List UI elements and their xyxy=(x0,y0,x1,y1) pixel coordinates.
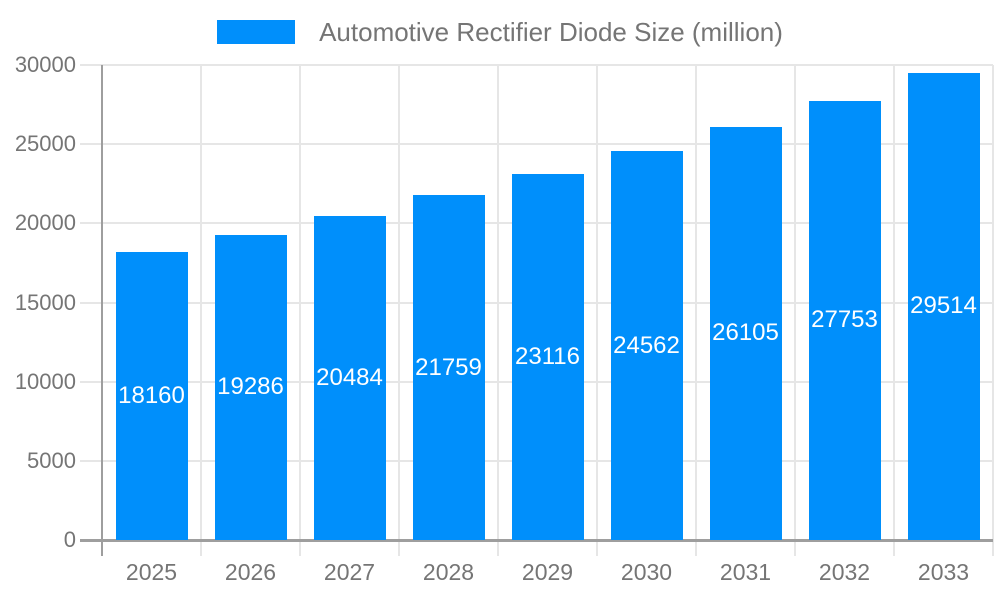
x-tick-label: 2028 xyxy=(422,559,475,585)
x-tick-label: 2029 xyxy=(521,559,574,585)
h-gridline xyxy=(80,64,993,66)
bar-value-label: 18160 xyxy=(118,382,185,410)
v-gridline xyxy=(200,65,202,556)
bar-value-label: 23116 xyxy=(515,342,580,370)
y-tick-label: 15000 xyxy=(14,289,76,315)
bar[interactable] xyxy=(214,234,287,540)
legend-label: Automotive Rectifier Diode Size (million… xyxy=(319,16,783,47)
h-gridline xyxy=(80,143,993,146)
bar[interactable] xyxy=(313,215,386,540)
y-tick-label: 10000 xyxy=(14,368,76,394)
y-tick-label: 30000 xyxy=(14,52,76,77)
y-tick-label: 0 xyxy=(63,527,76,552)
v-gridline xyxy=(398,65,400,556)
y-tick-label: 25000 xyxy=(14,131,76,157)
x-tick-label: 2030 xyxy=(620,559,673,585)
bar[interactable] xyxy=(412,195,485,540)
bar[interactable] xyxy=(115,252,188,540)
x-tick-label: 2031 xyxy=(719,559,772,585)
y-tick-label: 20000 xyxy=(14,210,76,236)
v-gridline xyxy=(992,65,994,556)
y-tick-label: 5000 xyxy=(27,447,76,473)
v-gridline xyxy=(497,65,499,556)
x-tick-label: 2032 xyxy=(818,559,871,585)
bar-value-label: 27753 xyxy=(811,306,878,334)
legend[interactable]: Automotive Rectifier Diode Size (million… xyxy=(0,14,1000,50)
v-gridline xyxy=(695,65,697,556)
x-tick-label: 2025 xyxy=(125,559,178,585)
x-tick-label: 2026 xyxy=(224,559,277,585)
bar-value-label: 21759 xyxy=(415,353,482,381)
bar[interactable] xyxy=(511,173,584,540)
bar[interactable] xyxy=(709,126,782,540)
v-gridline xyxy=(893,65,895,556)
v-gridline xyxy=(299,65,301,556)
legend-swatch xyxy=(217,20,296,44)
bar-value-label: 26105 xyxy=(712,319,779,347)
bar-value-label: 24562 xyxy=(613,331,680,359)
bar[interactable] xyxy=(610,151,683,540)
bar-value-label: 19286 xyxy=(217,373,284,401)
x-axis-line xyxy=(80,539,993,542)
v-gridline xyxy=(596,65,598,556)
bar[interactable] xyxy=(808,100,881,540)
bar-value-label: 20484 xyxy=(316,363,383,391)
y-axis-line xyxy=(101,65,103,556)
v-gridline xyxy=(794,65,796,556)
x-tick-label: 2027 xyxy=(323,559,376,585)
x-tick-label: 2033 xyxy=(917,559,970,585)
bar-value-label: 29514 xyxy=(910,292,977,320)
bar[interactable] xyxy=(907,72,980,540)
